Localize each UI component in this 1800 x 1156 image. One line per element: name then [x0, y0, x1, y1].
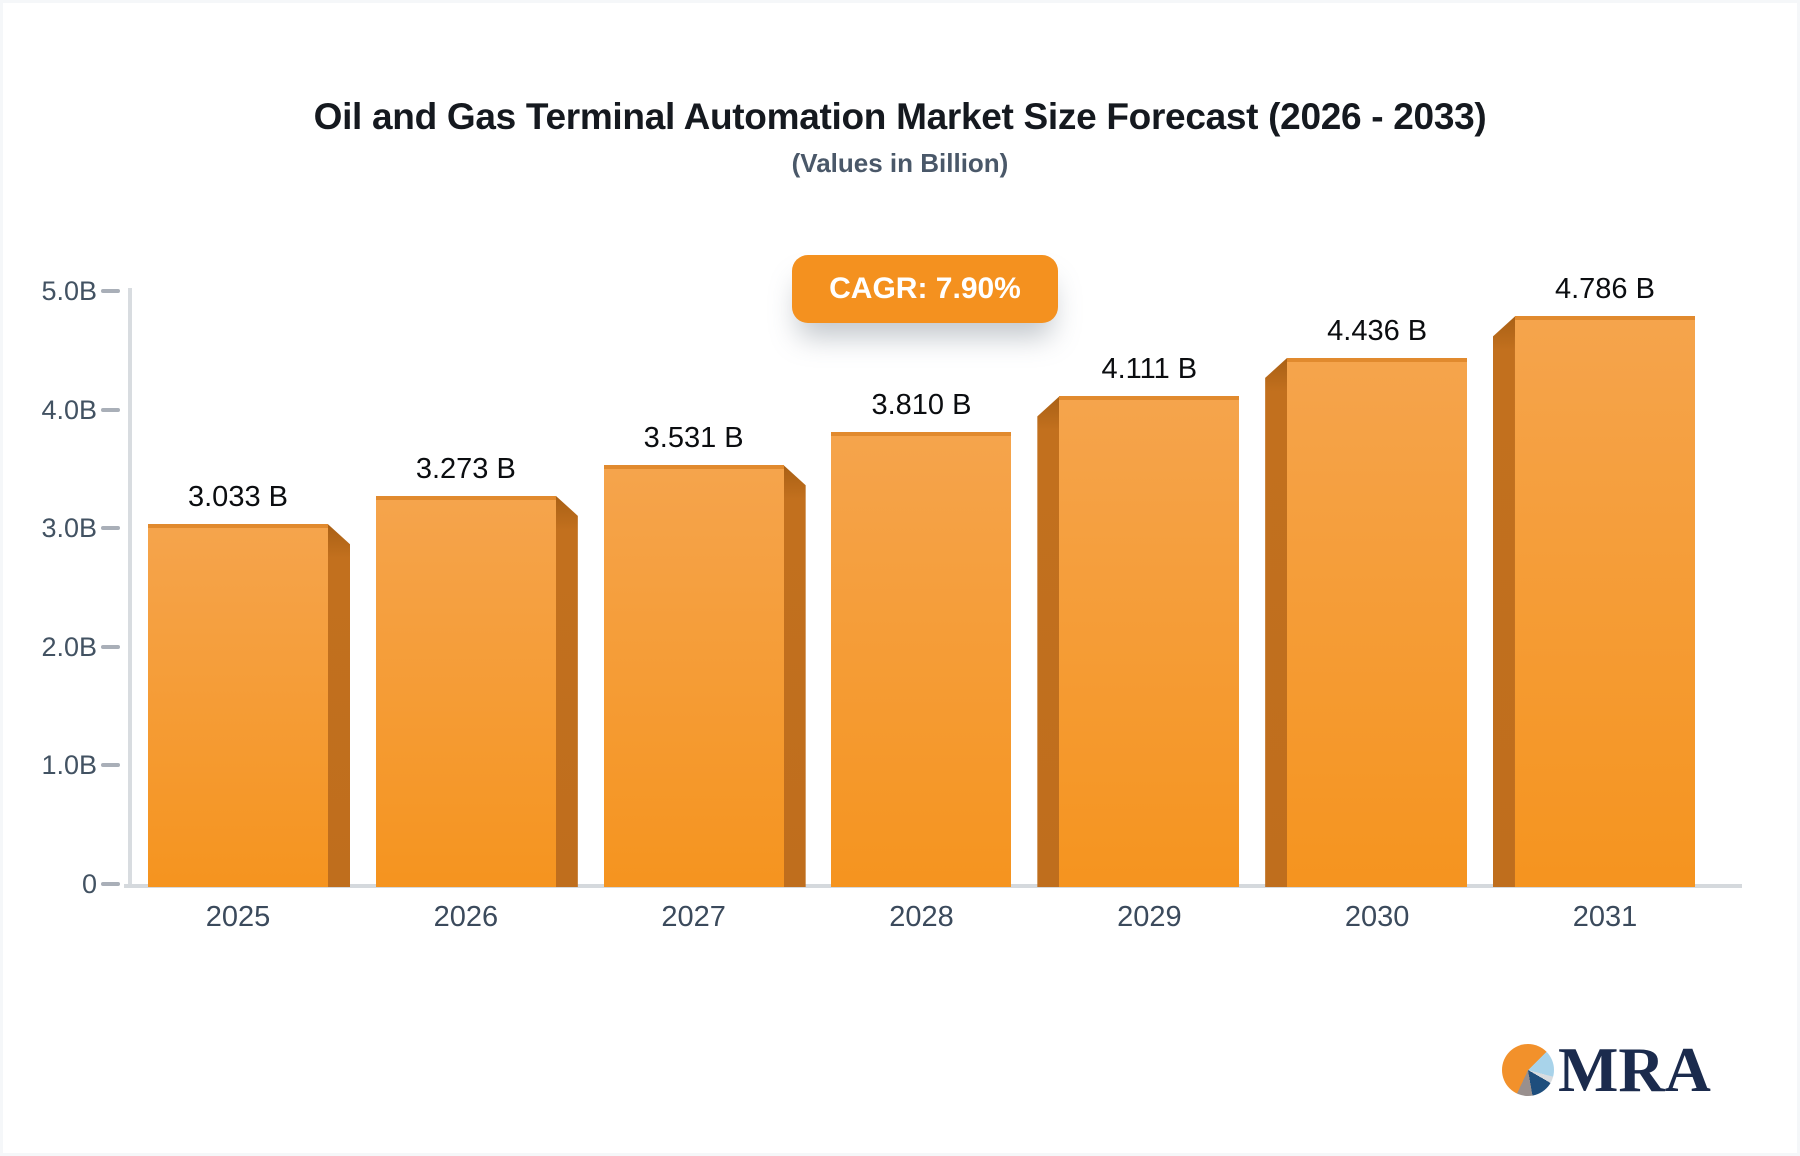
x-axis-label: 2029 [1117, 901, 1182, 933]
bar-side-face [1037, 396, 1060, 887]
y-axis-tick-label: 0 [81, 869, 97, 899]
y-axis-tick-mark [101, 407, 120, 412]
x-axis-label: 2027 [661, 901, 726, 933]
bar-value-label: 4.111 B [1101, 353, 1198, 386]
chart-subtitle: (Values in Billion) [791, 148, 1009, 178]
bar-value-label: 3.810 B [871, 389, 972, 422]
bar [831, 432, 1012, 887]
bar [148, 524, 328, 887]
bar [1287, 357, 1468, 887]
bar-side-face [1265, 357, 1288, 887]
y-axis-tick-mark [101, 644, 120, 649]
y-axis-tick-mark [101, 526, 120, 531]
bar-value-label: 3.273 B [415, 452, 516, 485]
bar [375, 495, 556, 887]
bar [1514, 316, 1695, 887]
x-axis-label: 2031 [1572, 901, 1638, 933]
bar-value-label: 4.786 B [1554, 273, 1655, 306]
x-axis-label: 2025 [205, 901, 271, 933]
bar [603, 465, 784, 887]
x-axis-label: 2030 [1344, 901, 1410, 933]
y-axis-tick-label: 1.0B [41, 750, 97, 781]
bar-side-face [555, 495, 578, 887]
y-axis-tick-label: 2.0B [41, 631, 97, 662]
y-axis-tick-mark [101, 882, 120, 886]
chart-title: Oil and Gas Terminal Automation Market S… [313, 96, 1487, 137]
pie-chart-logo-icon [1502, 1044, 1554, 1096]
y-axis-tick-mark [101, 763, 120, 768]
mra-logo: MRA [1502, 1036, 1711, 1104]
bar-value-label: 4.436 B [1327, 314, 1428, 347]
y-axis-line [128, 288, 132, 888]
y-axis-tick-label: 3.0B [41, 513, 97, 544]
logo-text: MRA [1558, 1034, 1711, 1105]
bar-side-face [783, 465, 806, 887]
bar [1059, 396, 1240, 887]
x-axis-label: 2026 [433, 901, 499, 933]
bar-value-label: 3.033 B [188, 481, 288, 514]
bar-side-face [1492, 316, 1515, 887]
bar-value-label: 3.531 B [643, 422, 744, 455]
y-axis-tick-mark [101, 289, 120, 293]
y-axis-tick-label: 5.0B [41, 276, 97, 306]
cagr-badge: CAGR: 7.90% [792, 255, 1058, 323]
x-axis-label: 2028 [889, 901, 954, 933]
bar-side-face [328, 524, 350, 887]
y-axis-tick-label: 4.0B [41, 394, 97, 425]
